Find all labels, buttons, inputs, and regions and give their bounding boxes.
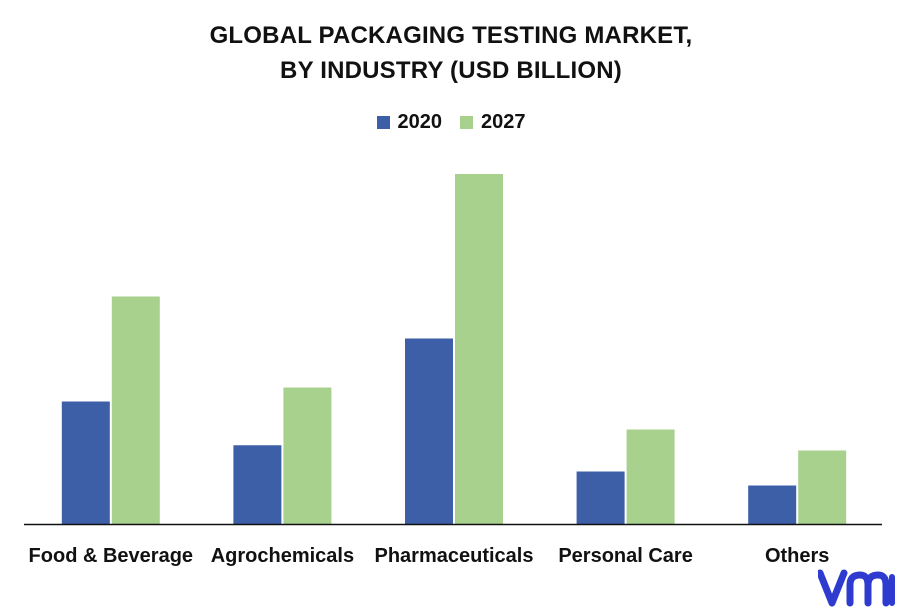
- legend-swatch-2020: [376, 116, 390, 129]
- bar-2020-agrochemicals: [233, 445, 282, 524]
- bar-2020-pharmaceuticals: [405, 338, 453, 524]
- x-tick-label: Pharmaceuticals: [375, 545, 534, 567]
- bar-2020-others: [748, 485, 797, 524]
- legend-item-2027: 2027: [460, 111, 526, 134]
- chart-title-line1: GLOBAL PACKAGING TESTING MARKET,: [209, 22, 693, 49]
- x-tick-label: Food & Beverage: [29, 545, 193, 567]
- bar-2027-food-beverage: [111, 296, 160, 524]
- bars-group: [61, 174, 847, 524]
- bar-2027-others: [798, 450, 847, 524]
- bar-2020-personal-care: [576, 471, 625, 524]
- x-tick-labels: Food & Beverage Agrochemicals Pharmaceutic…: [29, 545, 830, 567]
- bar-2027-pharmaceuticals: [455, 174, 503, 524]
- x-tick-label: Agrochemicals: [211, 545, 354, 567]
- x-tick-label: Others: [765, 545, 829, 567]
- legend-swatch-2027: [460, 116, 473, 129]
- bar-2027-agrochemicals: [283, 387, 332, 524]
- legend: 2020 2027: [0, 111, 902, 134]
- legend-label-2020: 2020: [397, 111, 443, 133]
- legend-label-2027: 2027: [481, 111, 526, 133]
- vmr-logo-icon: [818, 569, 895, 607]
- bar-2020-food-beverage: [61, 401, 110, 524]
- bar-2027-personal-care: [626, 429, 675, 524]
- legend-item-2020: 2020: [376, 111, 443, 134]
- x-tick-label: Personal Care: [558, 545, 693, 567]
- chart-title-line2: BY INDUSTRY (USD BILLION): [280, 57, 622, 84]
